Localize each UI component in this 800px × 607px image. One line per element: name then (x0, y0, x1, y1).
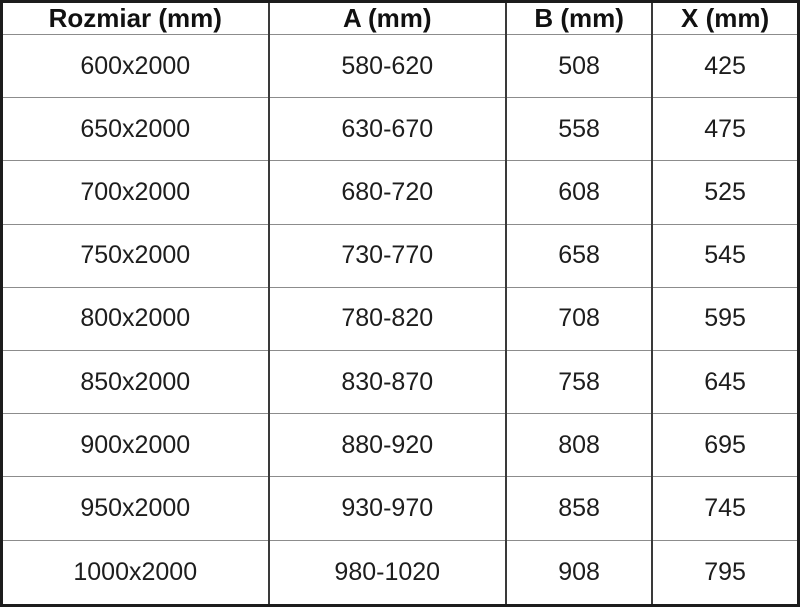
column-header-rozmiar: Rozmiar (mm) (0, 1, 270, 35)
table-cell-a: 780-820 (267, 286, 507, 352)
table-cell-a: 680-720 (267, 160, 507, 225)
table-row: 900x2000 880-920 808 695 (0, 413, 800, 478)
column-header-a: A (mm) (267, 1, 507, 35)
table-cell-rozmiar: 850x2000 (0, 350, 270, 415)
table-cell-x: 745 (651, 476, 800, 541)
table-body: 600x2000 580-620 508 425 650x2000 630-670 558 4… (0, 33, 800, 607)
table-cell-rozmiar: 900x2000 (0, 413, 270, 478)
table-cell-x: 425 (651, 33, 800, 99)
table-cell-rozmiar: 1000x2000 (0, 539, 270, 607)
table-cell-a: 580-620 (267, 33, 507, 99)
table-cell-a: 880-920 (267, 413, 507, 478)
table-header: Rozmiar (mm) A (mm) B (mm) X (mm) (0, 1, 800, 35)
table-cell-x: 545 (651, 223, 800, 288)
table-cell-b: 508 (504, 33, 654, 99)
table-cell-x: 645 (651, 350, 800, 415)
column-header-x: X (mm) (651, 1, 800, 35)
table-cell-rozmiar: 750x2000 (0, 223, 270, 288)
table-cell-b: 908 (504, 539, 654, 607)
table-cell-a: 630-670 (267, 97, 507, 162)
table-cell-x: 695 (651, 413, 800, 478)
table-row: 800x2000 780-820 708 595 (0, 286, 800, 352)
table-cell-b: 658 (504, 223, 654, 288)
table-cell-a: 730-770 (267, 223, 507, 288)
table-cell-rozmiar: 800x2000 (0, 286, 270, 352)
table-row: 1000x2000 980-1020 908 795 (0, 539, 800, 607)
table-cell-rozmiar: 600x2000 (0, 33, 270, 99)
table-cell-a: 830-870 (267, 350, 507, 415)
table-cell-a: 930-970 (267, 476, 507, 541)
table-cell-x: 475 (651, 97, 800, 162)
table-cell-x: 595 (651, 286, 800, 352)
table-cell-b: 558 (504, 97, 654, 162)
table-row: 600x2000 580-620 508 425 (0, 33, 800, 99)
table-cell-x: 795 (651, 539, 800, 607)
header-row: Rozmiar (mm) A (mm) B (mm) X (mm) (0, 1, 800, 35)
table-row: 650x2000 630-670 558 475 (0, 97, 800, 162)
table-cell-b: 608 (504, 160, 654, 225)
table-cell-rozmiar: 950x2000 (0, 476, 270, 541)
table-row: 750x2000 730-770 658 545 (0, 223, 800, 288)
table-cell-rozmiar: 650x2000 (0, 97, 270, 162)
table-cell-b: 808 (504, 413, 654, 478)
table-cell-x: 525 (651, 160, 800, 225)
table-cell-a: 980-1020 (267, 539, 507, 607)
table-cell-rozmiar: 700x2000 (0, 160, 270, 225)
table-cell-b: 758 (504, 350, 654, 415)
column-header-b: B (mm) (504, 1, 654, 35)
table-row: 700x2000 680-720 608 525 (0, 160, 800, 225)
table-cell-b: 858 (504, 476, 654, 541)
table-row: 850x2000 830-870 758 645 (0, 350, 800, 415)
table-row: 950x2000 930-970 858 745 (0, 476, 800, 541)
table-cell-b: 708 (504, 286, 654, 352)
